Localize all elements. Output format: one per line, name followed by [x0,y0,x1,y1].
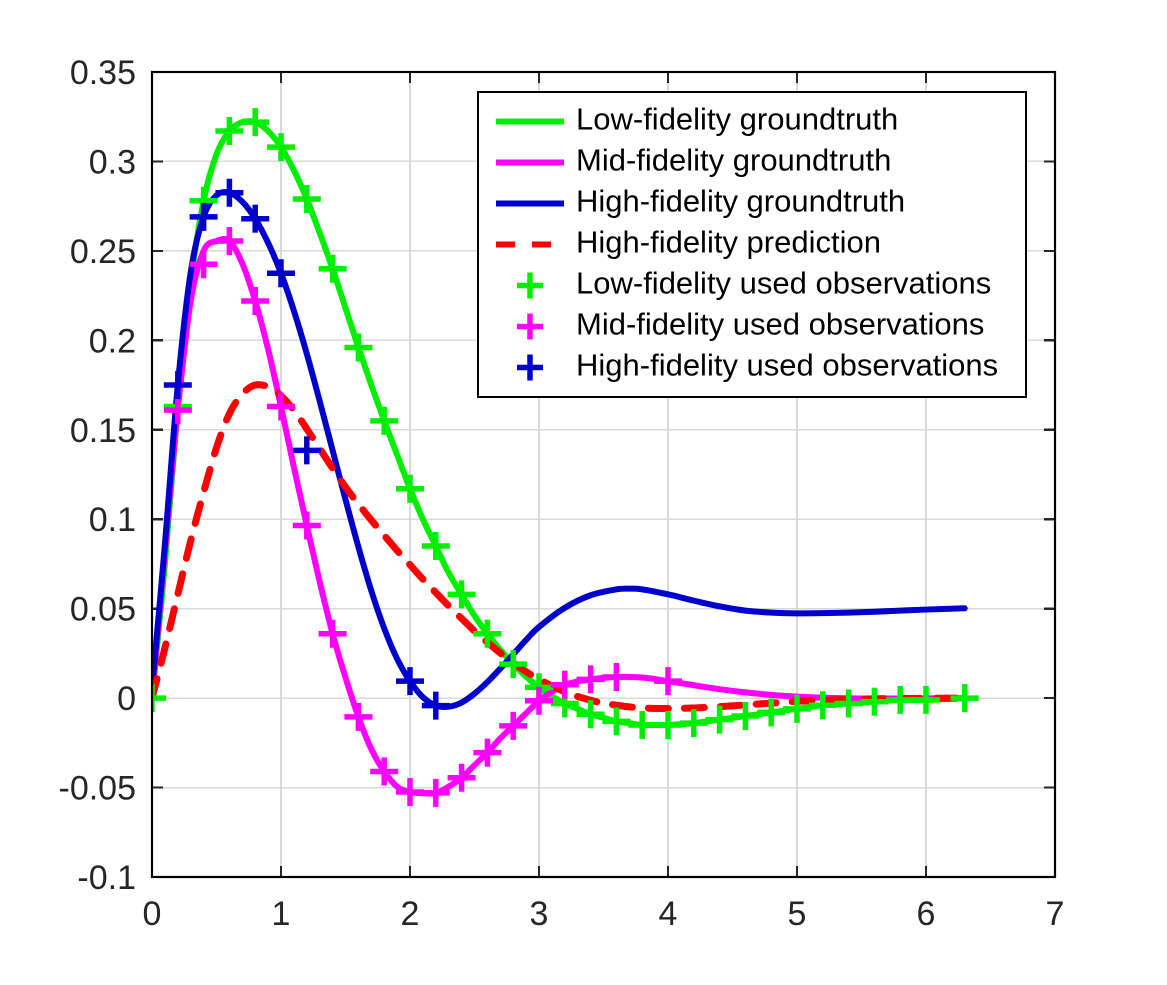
xtick-label: 7 [1046,895,1065,933]
ytick-label: 0.1 [89,501,136,539]
ytick-label: 0.35 [70,54,136,92]
xtick-label: 5 [788,895,807,933]
axes-box [150,70,1057,879]
legend-item[interactable]: High-fidelity prediction [496,225,881,260]
xtick-label: 1 [272,895,291,933]
legend-label: High-fidelity groundtruth [576,184,905,219]
xtick-label: 0 [143,895,162,933]
legend-item[interactable]: High-fidelity used observations [517,348,998,383]
ytick-label: 0 [117,680,136,718]
legend-item[interactable]: Low-fidelity used observations [517,266,991,301]
legend-item[interactable]: High-fidelity groundtruth [496,184,905,219]
legend-label: High-fidelity used observations [576,348,998,383]
ytick-label: 0.25 [70,233,136,271]
legend-label: Low-fidelity groundtruth [576,102,898,137]
xtick-label: 4 [659,895,678,933]
series-line-high-fidelity-prediction [152,381,969,712]
legend-box [477,91,1027,398]
ytick-label: 0.15 [70,412,136,450]
ytick-label: -0.05 [59,770,137,808]
legend-item[interactable]: Mid-fidelity used observations [517,307,984,342]
observation-group-high-fidelity-used-observations [163,178,450,720]
xtick-label: 6 [917,895,936,933]
ytick-label: 0.05 [70,591,136,629]
legend-label: Mid-fidelity groundtruth [576,143,891,178]
xtick-label: 2 [401,895,420,933]
observation-group-mid-fidelity-used-observations [163,227,682,807]
legend-item[interactable]: Low-fidelity groundtruth [496,102,898,137]
legend-label: Mid-fidelity used observations [576,307,984,342]
legend: Low-fidelity groundtruth Mid-fidelity gro… [477,91,1027,398]
legend-label: Low-fidelity used observations [576,266,991,301]
legend-label: High-fidelity prediction [576,225,881,260]
legend-item[interactable]: Mid-fidelity groundtruth [496,143,891,178]
ytick-label: -0.1 [77,859,136,897]
ytick-label: 0.2 [89,322,136,360]
ytick-label: 0.3 [89,143,136,181]
xtick-label: 3 [530,895,549,933]
tick-label-layer: 0.350.30.250.20.150.10.050-0.05-0.10 1 2 3 4… [59,54,1065,933]
observations-layer [152,108,979,807]
